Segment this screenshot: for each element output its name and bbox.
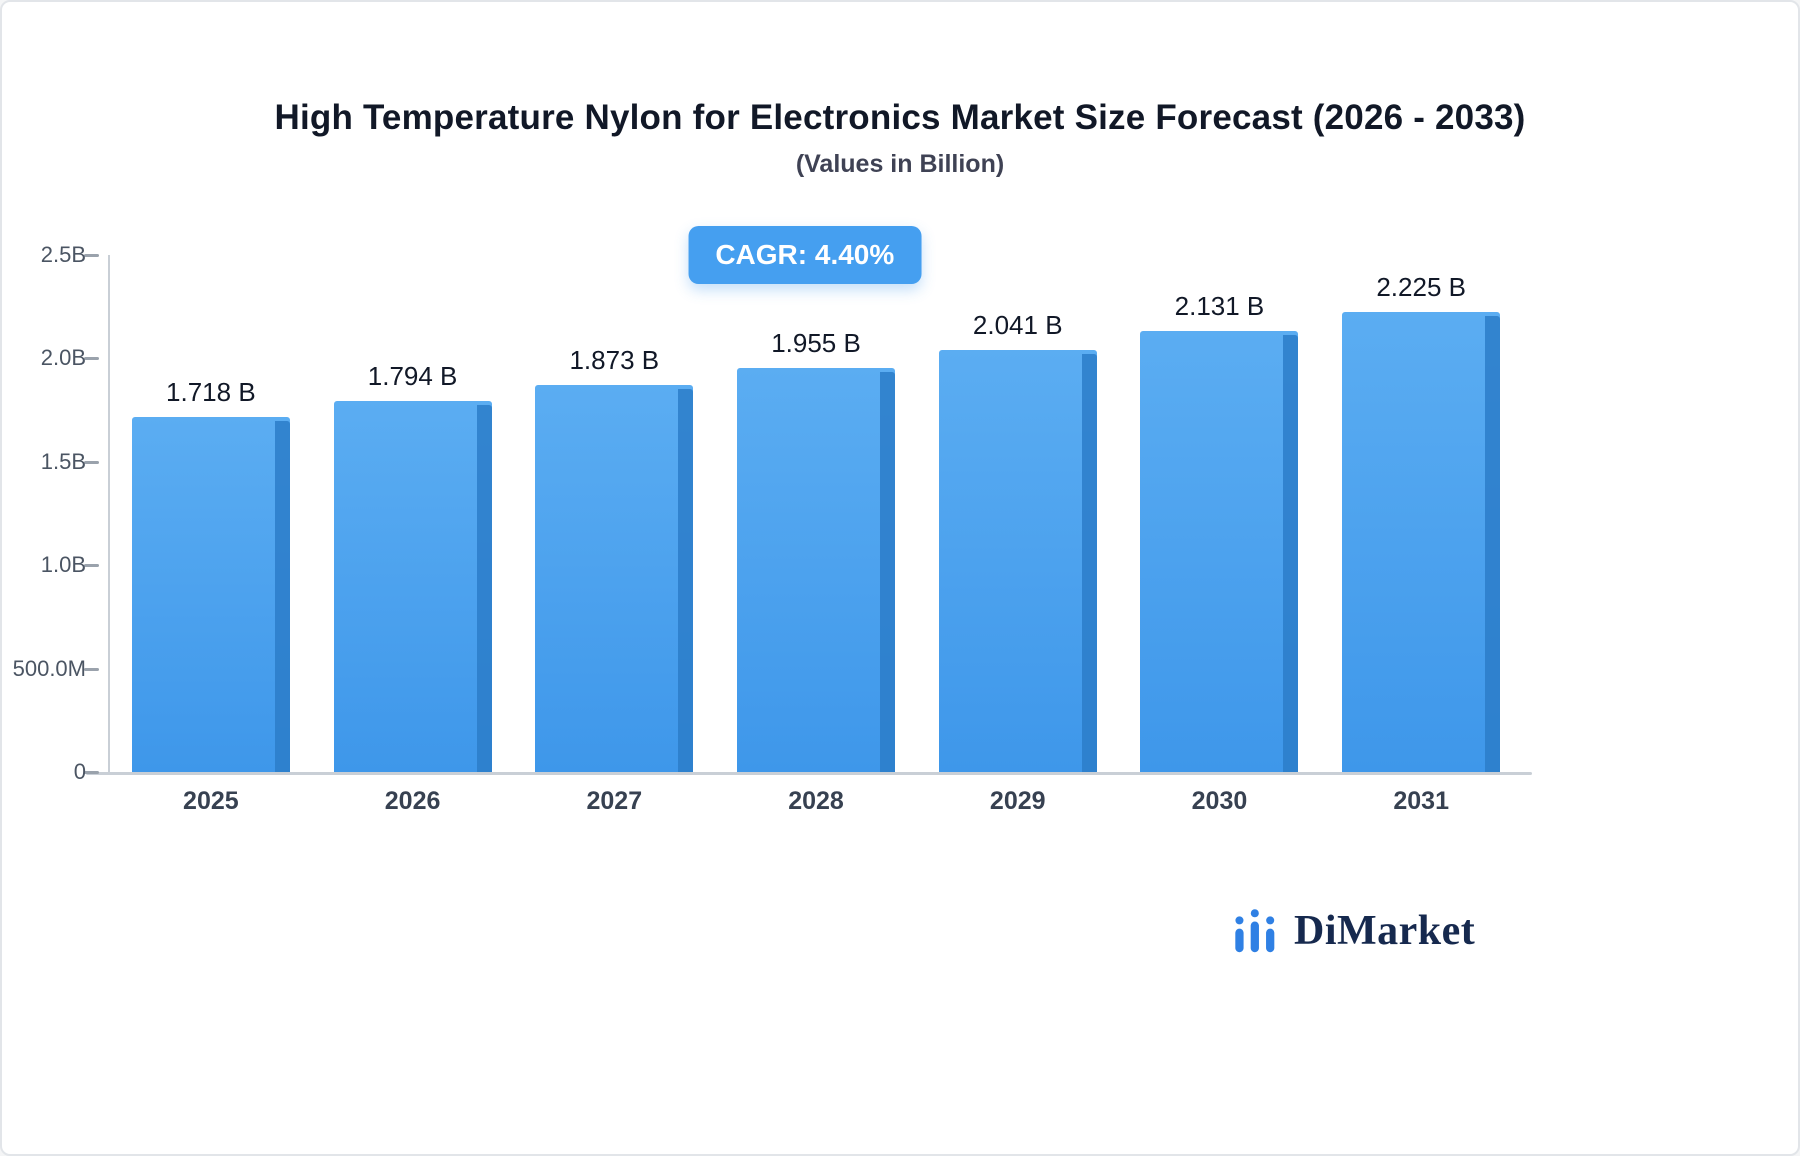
- bar-side-shade: [1081, 353, 1097, 772]
- bar-slot: 1.955 B: [715, 255, 917, 772]
- bar-2029: 2.041 B: [938, 310, 1097, 772]
- bar-slot: 1.794 B: [312, 255, 514, 772]
- bar-side-shade: [1485, 315, 1501, 772]
- bar-side-shade: [274, 420, 290, 772]
- bar-value-label: 1.873 B: [569, 344, 660, 375]
- bar-slot: 2.225 B: [1320, 255, 1522, 772]
- x-axis-labels: 2025 2026 2027 2028 2029 2030 2031: [110, 787, 1522, 816]
- y-tick-mark: [84, 460, 99, 464]
- y-tick-label-1.5B: 1.5B: [40, 448, 86, 474]
- cagr-badge: CAGR: 4.40%: [688, 226, 922, 284]
- y-tick-label-0: 0: [73, 759, 86, 784]
- bar-slot: 1.718 B: [110, 255, 312, 772]
- bar-side-shade: [678, 388, 694, 772]
- bar-2027: 1.873 B: [535, 345, 694, 772]
- y-tick-label-2.5B: 2.5B: [40, 242, 86, 267]
- bar-value-label: 1.794 B: [367, 361, 458, 392]
- x-axis-label-2027: 2027: [586, 787, 643, 815]
- plot-area: 1.718 B 1.794 B 1.873 B 1.955 B 2.041 B 2.131…: [13, 242, 1532, 784]
- y-tick-mark: [84, 564, 99, 568]
- y-tick-mark: [84, 357, 99, 361]
- x-axis-label-2031: 2031: [1393, 787, 1449, 815]
- bar-value-label: 2.131 B: [1174, 291, 1265, 322]
- y-axis-line: [108, 255, 110, 772]
- bars-container: 1.718 B 1.794 B 1.873 B 1.955 B 2.041 B 2.131…: [110, 255, 1522, 772]
- x-axis-label-2028: 2028: [788, 787, 844, 815]
- y-tick-label-500.0M: 500.0M: [12, 655, 86, 681]
- bar-slot: 2.041 B: [917, 255, 1119, 772]
- y-tick-label-1.0B: 1.0B: [40, 552, 86, 578]
- bar-side-shade: [476, 405, 492, 772]
- x-axis-label-2026: 2026: [384, 787, 441, 815]
- bar-side-shade: [1283, 335, 1299, 772]
- bar-2025: 1.718 B: [131, 377, 290, 772]
- y-tick-mark: [84, 771, 99, 774]
- dimarket-logo-icon: [1235, 909, 1275, 953]
- bar-value-label: 1.718 B: [166, 376, 256, 407]
- bar-value-label: 1.955 B: [771, 327, 861, 358]
- y-tick-mark: [84, 667, 99, 671]
- x-axis-line: [86, 772, 1532, 775]
- x-axis-label-2025: 2025: [183, 787, 239, 815]
- dimarket-logo: DiMarket: [1230, 905, 1475, 957]
- bar-2026: 1.794 B: [333, 361, 492, 772]
- bar-2028: 1.955 B: [737, 328, 896, 772]
- chart-title: High Temperature Nylon for Electronics M…: [274, 98, 1526, 137]
- bar-value-label: 2.225 B: [1376, 271, 1466, 302]
- bar-slot: 2.131 B: [1119, 255, 1321, 772]
- cagr-badge-label: CAGR: 4.40%: [715, 239, 895, 270]
- y-tick-mark: [84, 254, 99, 257]
- bar-value-label: 2.041 B: [972, 309, 1063, 340]
- chart-subtitle: (Values in Billion): [795, 150, 1005, 178]
- dimarket-logo-text: DiMarket: [1294, 908, 1476, 954]
- bar-2030: 2.131 B: [1140, 291, 1299, 772]
- bar-side-shade: [880, 371, 896, 772]
- bar-slot: 1.873 B: [513, 255, 715, 772]
- bar-2031: 2.225 B: [1342, 272, 1501, 772]
- x-axis-label-2029: 2029: [989, 787, 1046, 815]
- y-tick-label-2.0B: 2.0B: [40, 345, 86, 371]
- x-axis-label-2030: 2030: [1191, 787, 1248, 815]
